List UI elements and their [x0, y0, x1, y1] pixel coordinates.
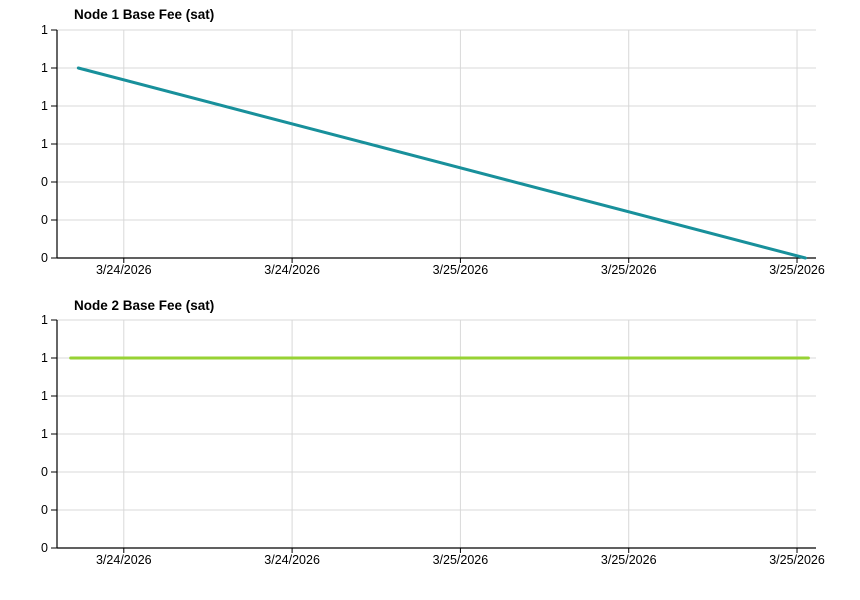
y-tick-label: 1	[41, 313, 48, 327]
y-tick-label: 1	[41, 351, 48, 365]
chart-title-node2: Node 2 Base Fee (sat)	[74, 298, 215, 313]
y-tick-label: 1	[41, 137, 48, 151]
x-tick-label: 3/24/2026	[96, 263, 152, 277]
x-tick-label: 3/25/2026	[601, 553, 657, 567]
x-tick-label: 3/24/2026	[96, 553, 152, 567]
y-tick-label: 1	[41, 23, 48, 37]
y-tick-label: 1	[41, 389, 48, 403]
chart-node1-base-fee: Node 1 Base Fee (sat) 3/24/2026 3/24/2026…	[0, 0, 860, 288]
y-tick-label: 1	[41, 99, 48, 113]
y-tick-label: 0	[41, 175, 48, 189]
x-tick-label: 3/25/2026	[433, 263, 489, 277]
y-tick-label: 0	[41, 213, 48, 227]
y-tick-label: 1	[41, 61, 48, 75]
x-tick-label: 3/25/2026	[769, 263, 825, 277]
chart-title-node1: Node 1 Base Fee (sat)	[74, 7, 215, 22]
x-tick-label: 3/25/2026	[433, 553, 489, 567]
chart-plot-node2: 3/24/2026 3/24/2026 3/25/2026 3/25/2026 3/25…	[41, 313, 825, 567]
x-tick-label: 3/25/2026	[601, 263, 657, 277]
y-tick-label: 0	[41, 503, 48, 517]
chart-plot-node1: 3/24/2026 3/24/2026 3/25/2026 3/25/2026 3/25…	[41, 23, 825, 277]
y-tick-label: 0	[41, 541, 48, 555]
x-tick-label: 3/24/2026	[264, 263, 320, 277]
chart-node2-base-fee: Node 2 Base Fee (sat) 3/24/2026 3/24/2026…	[0, 288, 860, 600]
y-tick-label: 0	[41, 251, 48, 265]
y-tick-label: 0	[41, 465, 48, 479]
x-tick-label: 3/24/2026	[264, 553, 320, 567]
y-tick-label: 1	[41, 427, 48, 441]
x-tick-label: 3/25/2026	[769, 553, 825, 567]
series-line	[76, 66, 807, 260]
